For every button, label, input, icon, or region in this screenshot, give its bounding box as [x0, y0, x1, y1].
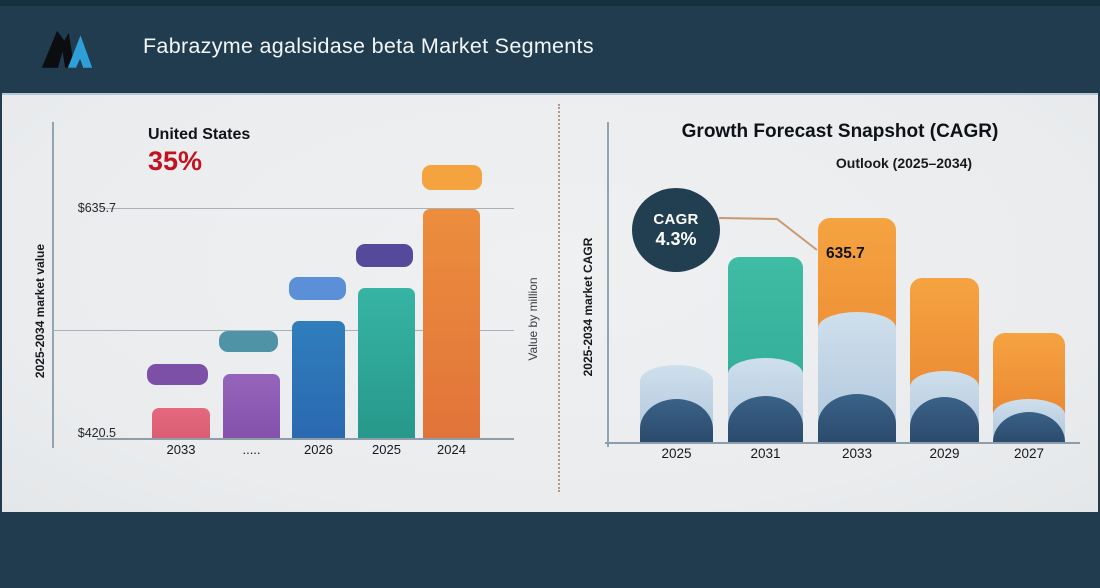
callout-value-label: 635.7: [826, 245, 865, 262]
bar-2024: [423, 209, 480, 438]
right-chart-subtitle: Outlook (2025–2034): [835, 155, 973, 171]
cagr-badge-label: CAGR: [653, 210, 699, 228]
stacked-bar-2025-base: [640, 399, 713, 442]
x-tick-2026: 2026: [304, 442, 333, 457]
left-chart-region-label: United States: [148, 126, 251, 143]
left-y-axis-line: [52, 122, 54, 448]
stacked-bar-2033-base: [818, 394, 896, 442]
stacked-bar-2029-base: [910, 397, 979, 442]
x-tick-2025: 2025: [661, 446, 692, 461]
x-tick-2024: 2024: [437, 442, 466, 457]
bar-cap-2024: [422, 165, 482, 190]
stacked-bar-2031-base: [728, 396, 803, 442]
page-title: Fabrazyme agalsidase beta Market Segment…: [143, 34, 594, 58]
section-divider-dashed: [558, 104, 560, 492]
left-y-axis-label: 2025-2034 market value: [33, 243, 47, 379]
left-chart-share-value: 35%: [148, 146, 203, 176]
right-y-axis-label: 2025-2034 market CAGR: [581, 237, 595, 377]
bar-2033: [152, 408, 210, 438]
x-tick-2033: 2033: [841, 446, 873, 461]
bar-cap-2026: [289, 277, 346, 300]
left-gridline-mid: [52, 330, 514, 331]
left-gridline-top: [100, 208, 514, 209]
bar-cap-.....: [219, 331, 278, 352]
footer-bar: @ All Market Analysis Snapshot GlobalFab…: [0, 512, 1100, 588]
cagr-badge: CAGR 4.3%: [632, 188, 720, 272]
right-y-axis-line: [607, 122, 609, 447]
right-chart-title: Growth Forecast Snapshot (CAGR): [681, 121, 999, 142]
bar-2026: [292, 321, 345, 438]
x-tick-2027: 2027: [1013, 446, 1045, 461]
bar-2025: [358, 288, 415, 438]
left-x-axis-line: [97, 438, 514, 440]
value-by-million-label: Value by million: [526, 277, 540, 361]
x-tick-2025: 2025: [372, 442, 401, 457]
cagr-badge-value: 4.3%: [655, 228, 697, 249]
header-bar: Fabrazyme agalsidase beta Market Segment…: [0, 6, 1100, 93]
left-grid-bottom-label: $420.5: [77, 426, 116, 440]
x-tick-2029: 2029: [929, 446, 960, 461]
x-tick-2033: 2033: [166, 442, 196, 457]
right-x-axis-line: [605, 442, 1080, 444]
left-grid-top-label: $635.7: [77, 201, 116, 215]
ama-mountain-logo-icon: [41, 30, 93, 68]
bar-cap-2025: [356, 244, 413, 267]
bar-cap-2033: [147, 364, 208, 385]
bar-.....: [223, 374, 280, 438]
x-tick-.....: .....: [242, 442, 261, 457]
x-tick-2031: 2031: [750, 446, 781, 461]
top-edge-strip: [0, 0, 1100, 6]
